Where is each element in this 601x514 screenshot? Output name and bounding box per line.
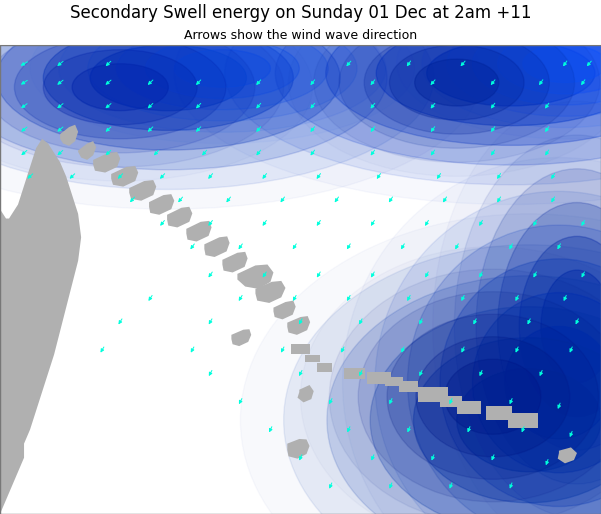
Ellipse shape (505, 326, 601, 439)
Ellipse shape (413, 338, 601, 503)
Ellipse shape (415, 59, 499, 106)
Ellipse shape (275, 0, 601, 165)
Polygon shape (440, 396, 462, 407)
Polygon shape (0, 139, 81, 514)
Polygon shape (222, 252, 248, 272)
Ellipse shape (225, 0, 601, 185)
Ellipse shape (370, 307, 601, 514)
Ellipse shape (339, 17, 575, 148)
Polygon shape (93, 152, 120, 173)
Ellipse shape (389, 45, 524, 120)
Ellipse shape (327, 276, 601, 514)
Ellipse shape (43, 25, 293, 131)
Ellipse shape (454, 135, 601, 514)
Ellipse shape (43, 50, 197, 125)
Polygon shape (231, 329, 251, 346)
Polygon shape (255, 281, 285, 303)
Ellipse shape (376, 21, 601, 125)
Text: Secondary Swell energy on Sunday 01 Dec at 2am +11: Secondary Swell energy on Sunday 01 Dec … (70, 4, 531, 22)
Ellipse shape (375, 191, 601, 514)
Ellipse shape (145, 39, 299, 99)
Ellipse shape (457, 369, 601, 472)
Ellipse shape (472, 292, 601, 473)
Ellipse shape (0, 0, 387, 170)
Ellipse shape (498, 203, 601, 450)
Ellipse shape (498, 34, 601, 94)
Ellipse shape (0, 6, 340, 150)
Ellipse shape (523, 45, 601, 83)
Ellipse shape (314, 3, 600, 162)
Polygon shape (167, 207, 192, 227)
Ellipse shape (59, 5, 386, 132)
Polygon shape (186, 221, 212, 242)
Polygon shape (486, 406, 512, 420)
Polygon shape (78, 141, 96, 160)
Polygon shape (287, 439, 310, 458)
Ellipse shape (72, 64, 168, 111)
Polygon shape (297, 385, 314, 402)
Polygon shape (508, 413, 538, 428)
Ellipse shape (387, 314, 599, 479)
Ellipse shape (541, 270, 601, 383)
Polygon shape (129, 180, 156, 200)
Ellipse shape (519, 236, 601, 416)
Ellipse shape (427, 40, 595, 106)
Polygon shape (111, 166, 138, 187)
Polygon shape (418, 387, 448, 402)
Polygon shape (344, 368, 365, 379)
Ellipse shape (440, 259, 601, 506)
Polygon shape (60, 125, 78, 146)
Ellipse shape (445, 359, 541, 434)
Ellipse shape (416, 337, 570, 457)
Polygon shape (204, 236, 230, 257)
Polygon shape (305, 355, 320, 362)
Ellipse shape (0, 0, 434, 190)
Polygon shape (287, 316, 310, 335)
Polygon shape (291, 344, 310, 354)
Ellipse shape (364, 31, 549, 134)
Ellipse shape (407, 225, 601, 514)
Ellipse shape (329, 269, 601, 514)
Ellipse shape (0, 8, 284, 167)
Polygon shape (149, 194, 174, 215)
Ellipse shape (117, 27, 328, 109)
Text: Arrows show the wind wave direction: Arrows show the wind wave direction (184, 29, 417, 42)
Polygon shape (367, 372, 391, 384)
Polygon shape (237, 265, 273, 289)
Polygon shape (385, 377, 403, 387)
Ellipse shape (90, 45, 246, 111)
Ellipse shape (326, 1, 601, 145)
Polygon shape (558, 447, 577, 463)
Ellipse shape (174, 50, 270, 87)
Ellipse shape (0, 22, 255, 153)
Ellipse shape (14, 35, 226, 139)
Ellipse shape (284, 245, 601, 514)
Ellipse shape (476, 169, 601, 484)
Ellipse shape (447, 11, 601, 116)
Ellipse shape (88, 16, 357, 121)
Ellipse shape (358, 291, 601, 502)
Polygon shape (457, 400, 481, 414)
Ellipse shape (422, 0, 601, 127)
Polygon shape (273, 301, 296, 319)
Ellipse shape (472, 23, 601, 105)
Polygon shape (399, 381, 418, 392)
Polygon shape (317, 363, 332, 372)
